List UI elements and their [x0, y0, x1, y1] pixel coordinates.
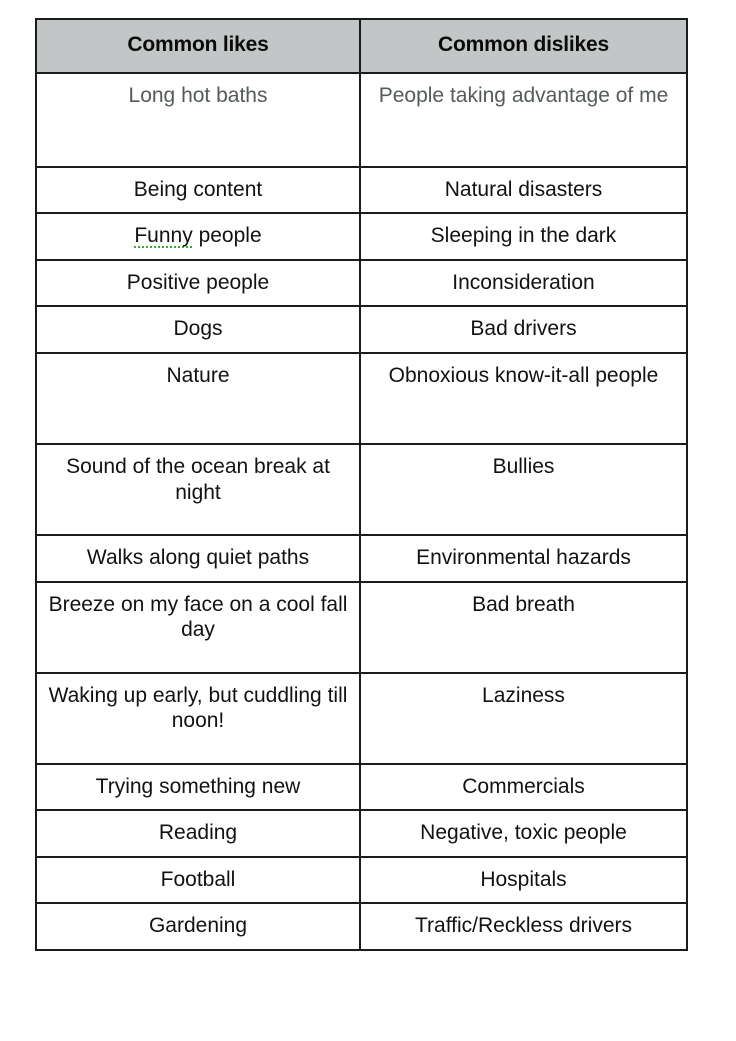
table-row: Football Hospitals [35, 855, 688, 905]
table-row: Long hot baths People taking advantage o… [35, 71, 688, 168]
cell-like: Gardening [35, 902, 361, 952]
cell-like: Being content [35, 165, 361, 215]
cell-like: Funny people [35, 212, 361, 261]
cell-dislike: Inconsideration [359, 258, 688, 308]
cell-dislike: Environmental hazards [359, 534, 688, 583]
column-header-common-likes: Common likes [35, 18, 361, 74]
cell-dislike: Commercials [359, 762, 688, 812]
cell-like: Dogs [35, 305, 361, 355]
table-row: Walks along quiet paths Environmental ha… [35, 534, 688, 583]
cell-dislike: Bad drivers [359, 305, 688, 355]
cell-dislike: Sleeping in the dark [359, 212, 688, 261]
misspelled-word: Funny [134, 224, 193, 250]
cell-like: Breeze on my face on a cool fall day [35, 580, 361, 674]
table-row: Gardening Traffic/Reckless drivers [35, 902, 688, 952]
cell-like: Football [35, 855, 361, 905]
cell-like: Waking up early, but cuddling till noon! [35, 671, 361, 765]
cell-like-rest: people [192, 224, 262, 248]
table-row: Dogs Bad drivers [35, 305, 688, 355]
cell-dislike: Traffic/Reckless drivers [359, 902, 688, 952]
cell-like: Nature [35, 352, 361, 446]
cell-dislike: Bullies [359, 443, 688, 537]
table-header: Common likes Common dislikes [35, 18, 688, 74]
cell-like: Trying something new [35, 762, 361, 812]
cell-like: Positive people [35, 258, 361, 308]
cell-like: Sound of the ocean break at night [35, 443, 361, 537]
table-row: Breeze on my face on a cool fall day Bad… [35, 580, 688, 674]
table-row: Waking up early, but cuddling till noon!… [35, 671, 688, 765]
table-row: Nature Obnoxious know-it-all people [35, 352, 688, 446]
cell-like: Long hot baths [35, 71, 361, 168]
cell-dislike: Negative, toxic people [359, 809, 688, 858]
table-row: Trying something new Commercials [35, 762, 688, 812]
cell-like: Walks along quiet paths [35, 534, 361, 583]
cell-dislike: Hospitals [359, 855, 688, 905]
cell-dislike: Bad breath [359, 580, 688, 674]
likes-dislikes-table: Common likes Common dislikes Long hot ba… [35, 18, 688, 952]
column-header-common-dislikes: Common dislikes [359, 18, 688, 74]
cell-dislike: Obnoxious know-it-all people [359, 352, 688, 446]
table-body: Long hot baths People taking advantage o… [35, 71, 688, 952]
table-row: Funny people Sleeping in the dark [35, 212, 688, 261]
cell-dislike: Natural disasters [359, 165, 688, 215]
table-row: Sound of the ocean break at night Bullie… [35, 443, 688, 537]
cell-dislike: People taking advantage of me [359, 71, 688, 168]
table-row: Positive people Inconsideration [35, 258, 688, 308]
table-row: Being content Natural disasters [35, 165, 688, 215]
likes-dislikes-table-wrapper: Common likes Common dislikes Long hot ba… [35, 18, 688, 952]
table-row: Reading Negative, toxic people [35, 809, 688, 858]
cell-like: Reading [35, 809, 361, 858]
table-header-row: Common likes Common dislikes [35, 18, 688, 74]
cell-dislike: Laziness [359, 671, 688, 765]
